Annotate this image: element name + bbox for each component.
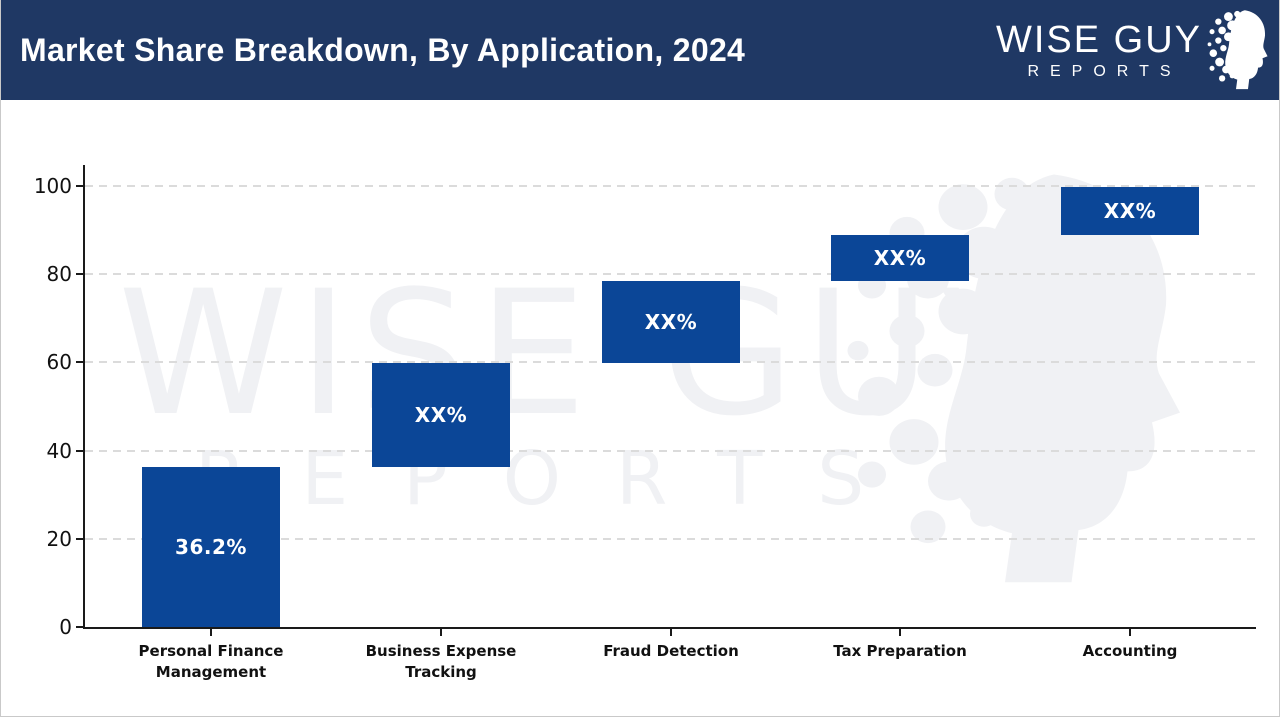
y-tick-label-80: 80 [46, 262, 72, 287]
y-tick-mark-40 [76, 449, 84, 452]
y-tick-mark-0 [76, 626, 84, 628]
x-tick-mark-0 [210, 629, 212, 636]
x-tick-label-0: Personal Finance Management [138, 642, 284, 681]
brand-head-icon [1204, 9, 1268, 91]
x-tick-label-2: Fraud Detection [603, 642, 739, 660]
bar-tax-preparation: XX% [831, 234, 969, 282]
x-axis-line [83, 627, 1256, 629]
y-tick-label-100: 100 [33, 174, 72, 198]
bar-fraud-detection: XX% [602, 281, 740, 364]
y-tick-label-20: 20 [46, 526, 72, 551]
x-tick-label-4: Accounting [1082, 642, 1178, 660]
y-tick-label-0: 0 [59, 615, 72, 639]
gridline-80 [85, 273, 1256, 276]
gridline-40 [85, 449, 1256, 452]
header-bar: Market Share Breakdown, By Application, … [0, 0, 1280, 100]
y-axis-line [83, 165, 85, 629]
x-tick-label-3: Tax Preparation [833, 642, 967, 660]
bar-personal-finance-management: 36.2% [142, 467, 280, 627]
bar-value-label-fraud-detection: XX% [644, 310, 698, 335]
bar-value-label-personal-finance-management: 36.2% [175, 535, 247, 560]
gridline-100 [85, 185, 1256, 187]
brand-subtitle: REPORTS [1027, 62, 1182, 80]
y-tick-mark-20 [76, 537, 84, 540]
bar-value-label-tax-preparation: XX% [873, 245, 927, 270]
x-tick-label-1: Business Expense Tracking [365, 642, 517, 681]
x-tick-mark-2 [670, 629, 672, 636]
y-tick-label-40: 40 [46, 438, 72, 463]
bar-accounting: XX% [1061, 186, 1199, 235]
brand-logo: WISE GUY REPORTS [996, 6, 1268, 94]
chart-title: Market Share Breakdown, By Application, … [20, 31, 746, 68]
brand-name: WISE GUY [995, 18, 1202, 61]
bar-business-expense-tracking: XX% [372, 363, 510, 468]
bar-value-label-accounting: XX% [1103, 198, 1157, 223]
bar-value-label-business-expense-tracking: XX% [414, 403, 468, 428]
gridline-20 [85, 537, 1256, 540]
y-tick-mark-100 [76, 185, 84, 187]
brand-logo-text: WISE GUY REPORTS [996, 20, 1202, 81]
y-tick-label-60: 60 [46, 350, 72, 375]
y-tick-mark-60 [76, 361, 84, 364]
y-tick-mark-80 [76, 273, 84, 276]
x-tick-mark-1 [440, 629, 442, 636]
x-tick-mark-4 [1129, 629, 1131, 636]
x-tick-mark-3 [899, 629, 901, 636]
